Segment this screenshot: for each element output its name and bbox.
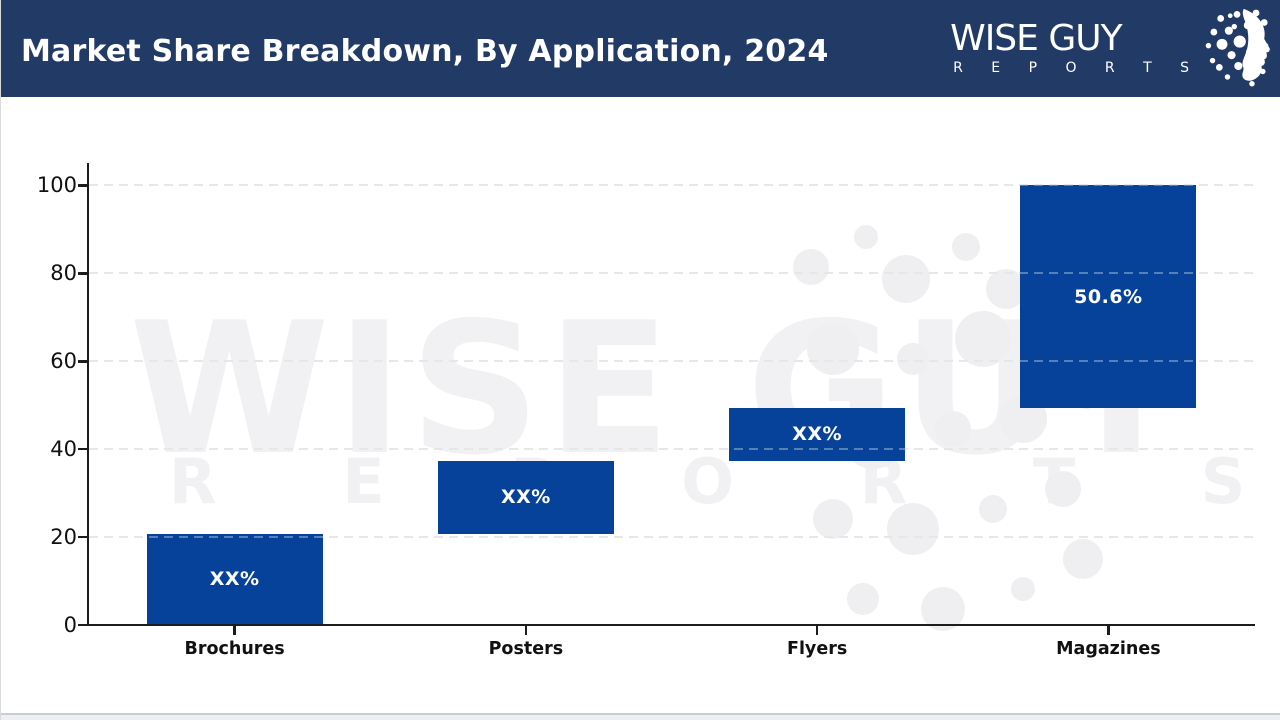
x-tick-mark-magazines — [1107, 626, 1110, 635]
x-tick-mark-posters — [524, 626, 528, 635]
y-tick-label-80: 80 — [50, 260, 77, 285]
footer-divider — [1, 713, 1280, 715]
bar-posters: XX% — [437, 460, 614, 534]
header-bar: Market Share Breakdown, By Application, … — [1, 0, 1280, 97]
y-tick-label-0: 0 — [63, 612, 77, 637]
logo-face-icon — [1205, 8, 1270, 87]
bar-flyers: XX% — [729, 407, 906, 461]
logo-wordmark-line1: WISE GUY — [950, 18, 1122, 60]
y-tick-mark-100 — [78, 184, 87, 187]
x-tick-mark-brochures — [233, 626, 236, 635]
y-tick-mark-60 — [78, 359, 87, 363]
bar-value-label: 50.6% — [1074, 285, 1143, 308]
y-tick-mark-20 — [78, 535, 87, 539]
y-axis-line — [86, 163, 90, 626]
y-tick-mark-40 — [78, 447, 87, 451]
gridline-80 — [89, 272, 1254, 275]
x-axis-label-posters: Posters — [488, 639, 564, 659]
x-tick-mark-flyers — [815, 626, 819, 635]
logo-wordmark-line2: R E P O R T S — [953, 59, 1201, 76]
y-tick-label-40: 40 — [50, 436, 77, 461]
bar-value-label: XX% — [500, 486, 551, 509]
bar-brochures: XX% — [146, 533, 323, 625]
x-axis-label-flyers: Flyers — [786, 639, 848, 659]
x-axis-label-magazines: Magazines — [1056, 639, 1161, 659]
y-tick-label-60: 60 — [50, 348, 77, 373]
gridline-overlay-40 — [89, 448, 1254, 451]
gridline-20 — [89, 536, 1254, 539]
x-axis-label-brochures: Brochures — [184, 639, 285, 659]
gridline-100 — [89, 184, 1254, 187]
watermark-line1: WISE GUY — [129, 283, 1194, 495]
gridline-40 — [89, 448, 1254, 451]
x-axis-line — [86, 623, 1255, 627]
gridline-overlay-80 — [89, 272, 1254, 275]
gridline-overlay-60 — [89, 360, 1254, 363]
y-tick-label-20: 20 — [50, 524, 77, 549]
bar-magazines: 50.6% — [1020, 185, 1197, 408]
bar-value-label: XX% — [209, 568, 260, 591]
gridline-overlay-20 — [89, 536, 1254, 539]
y-tick-label-100: 100 — [36, 172, 77, 197]
y-tick-mark-80 — [78, 272, 87, 275]
bar-value-label: XX% — [792, 423, 843, 446]
gridline-overlay-100 — [89, 184, 1254, 187]
y-tick-mark-0 — [78, 623, 87, 627]
logo-wordmark: WISE GUY R E P O R T S — [950, 18, 1201, 75]
footer-bar — [1, 715, 1280, 720]
chart-title: Market Share Breakdown, By Application, … — [21, 34, 829, 69]
gridline-60 — [89, 360, 1254, 363]
brand-logo: WISE GUY R E P O R T S — [950, 6, 1271, 88]
